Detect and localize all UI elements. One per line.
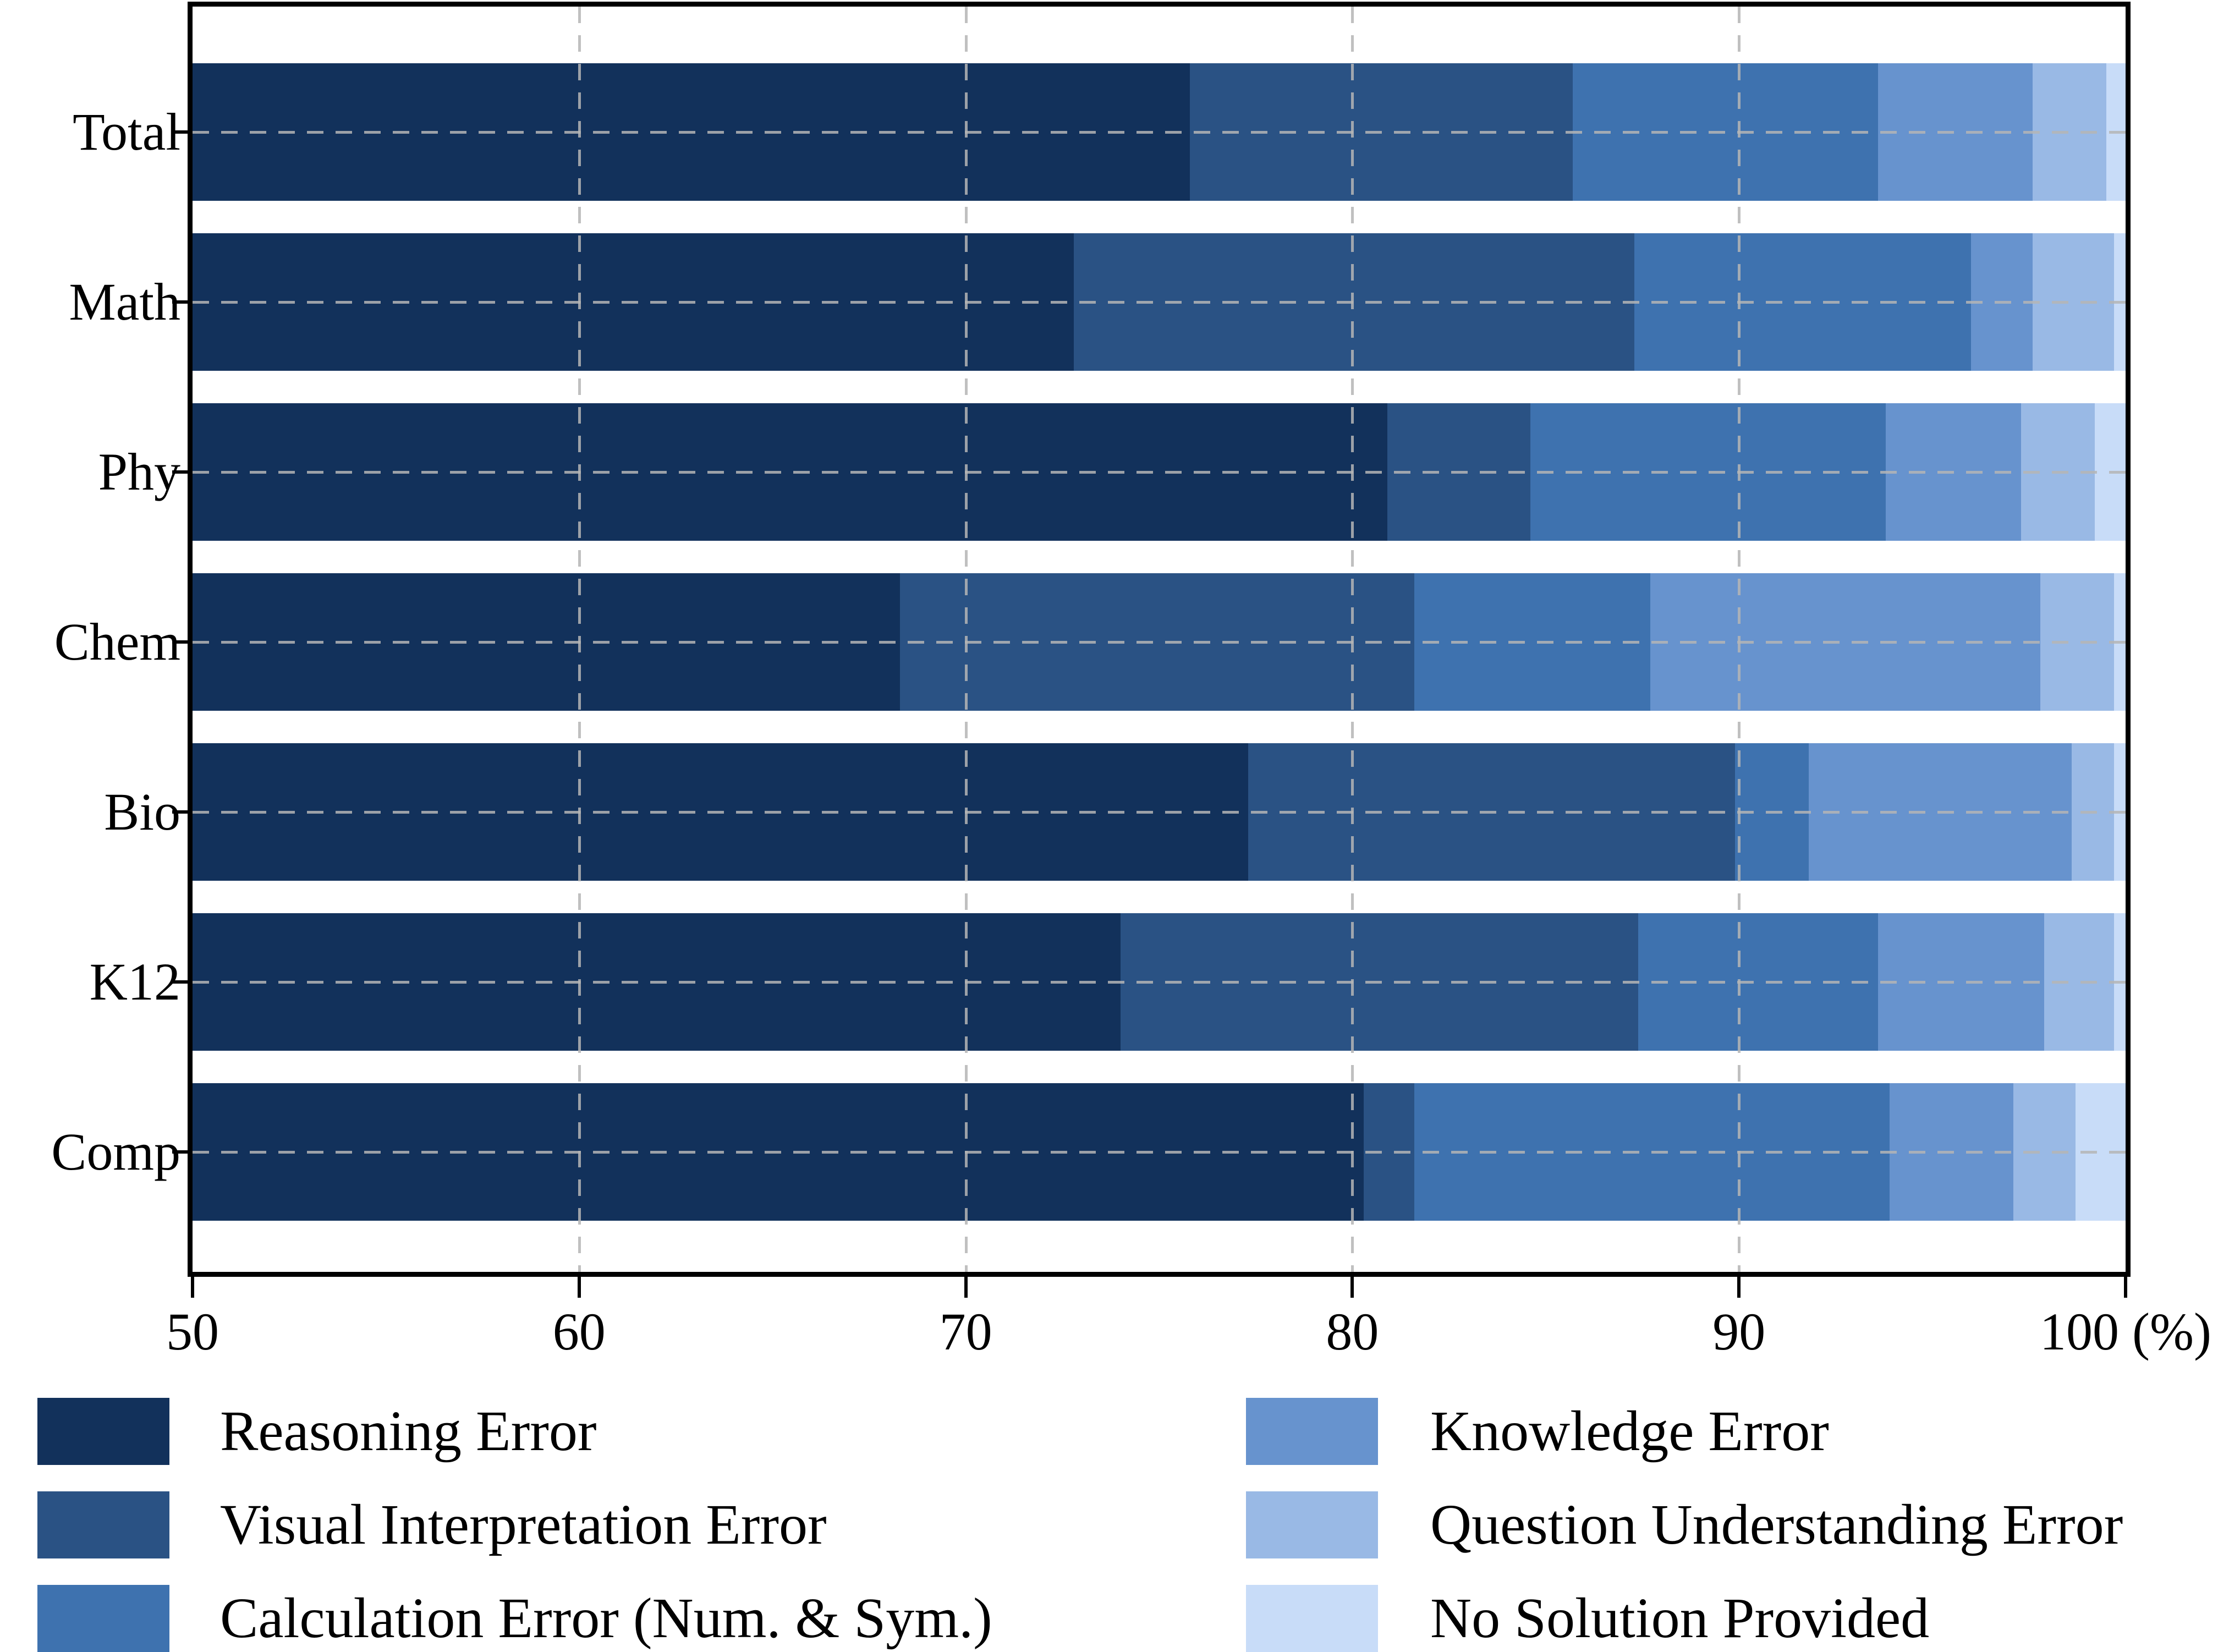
y-tick-total: [172, 130, 188, 134]
legend-label-visual-interpretation-error: Visual Interpretation Error: [220, 1493, 827, 1556]
x-tick-100: [2124, 1277, 2127, 1298]
plot-spine-bottom: [188, 1272, 2131, 1277]
y-label-math: Math: [69, 272, 180, 331]
legend-label-calculation-error-num-sym: Calculation Error (Num. & Sym.): [220, 1587, 992, 1650]
y-tick-chem: [172, 640, 188, 644]
legend-swatch-reasoning-error: [37, 1398, 169, 1465]
legend-swatch-visual-interpretation-error: [37, 1491, 169, 1558]
legend-label-reasoning-error: Reasoning Error: [220, 1399, 597, 1463]
x-tick-50: [191, 1277, 194, 1298]
y-label-bio: Bio: [104, 782, 180, 841]
gridline-x-80: [1351, 7, 1354, 1272]
gridline-x-70: [964, 7, 968, 1272]
plot-spine-right: [2126, 2, 2131, 1277]
gridline-x-60: [578, 7, 581, 1272]
y-tick-math: [172, 300, 188, 304]
x-tick-label-80: 80: [1326, 1302, 1379, 1361]
y-label-phy: Phy: [98, 442, 180, 501]
gridline-y-bio: [193, 811, 2126, 814]
legend-swatch-calculation-error-num-sym: [37, 1585, 169, 1652]
legend-swatch-question-understanding-error: [1246, 1491, 1378, 1558]
y-label-comp: Comp: [51, 1122, 180, 1181]
gridline-x-90: [1738, 7, 1741, 1272]
plot-spine-top: [188, 2, 2131, 7]
x-tick-90: [1737, 1277, 1741, 1298]
legend-swatch-no-solution-provided: [1246, 1585, 1378, 1652]
x-tick-label-90: 90: [1712, 1302, 1766, 1361]
x-tick-80: [1350, 1277, 1354, 1298]
plot-spine-left: [188, 2, 193, 1277]
x-tick-label-60: 60: [552, 1302, 606, 1361]
x-tick-label-100: 100 (%): [2040, 1302, 2211, 1361]
x-tick-label-50: 50: [166, 1302, 219, 1361]
gridline-y-comp: [193, 1151, 2126, 1154]
gridline-y-k12: [193, 981, 2126, 984]
legend-swatch-knowledge-error: [1246, 1398, 1378, 1465]
y-label-k12: K12: [89, 952, 180, 1011]
legend-label-knowledge-error: Knowledge Error: [1430, 1399, 1829, 1463]
legend-label-question-understanding-error: Question Understanding Error: [1430, 1493, 2123, 1556]
x-tick-70: [964, 1277, 968, 1298]
x-tick-label-70: 70: [939, 1302, 992, 1361]
y-tick-bio: [172, 810, 188, 814]
x-tick-60: [577, 1277, 581, 1298]
gridline-y-chem: [193, 641, 2126, 644]
legend-label-no-solution-provided: No Solution Provided: [1430, 1587, 1930, 1650]
y-tick-k12: [172, 980, 188, 984]
y-label-total: Total: [73, 102, 180, 161]
gridline-y-phy: [193, 471, 2126, 474]
y-label-chem: Chem: [54, 612, 180, 671]
gridline-y-math: [193, 301, 2126, 304]
y-tick-comp: [172, 1150, 188, 1154]
y-tick-phy: [172, 470, 188, 474]
gridline-y-total: [193, 131, 2126, 134]
